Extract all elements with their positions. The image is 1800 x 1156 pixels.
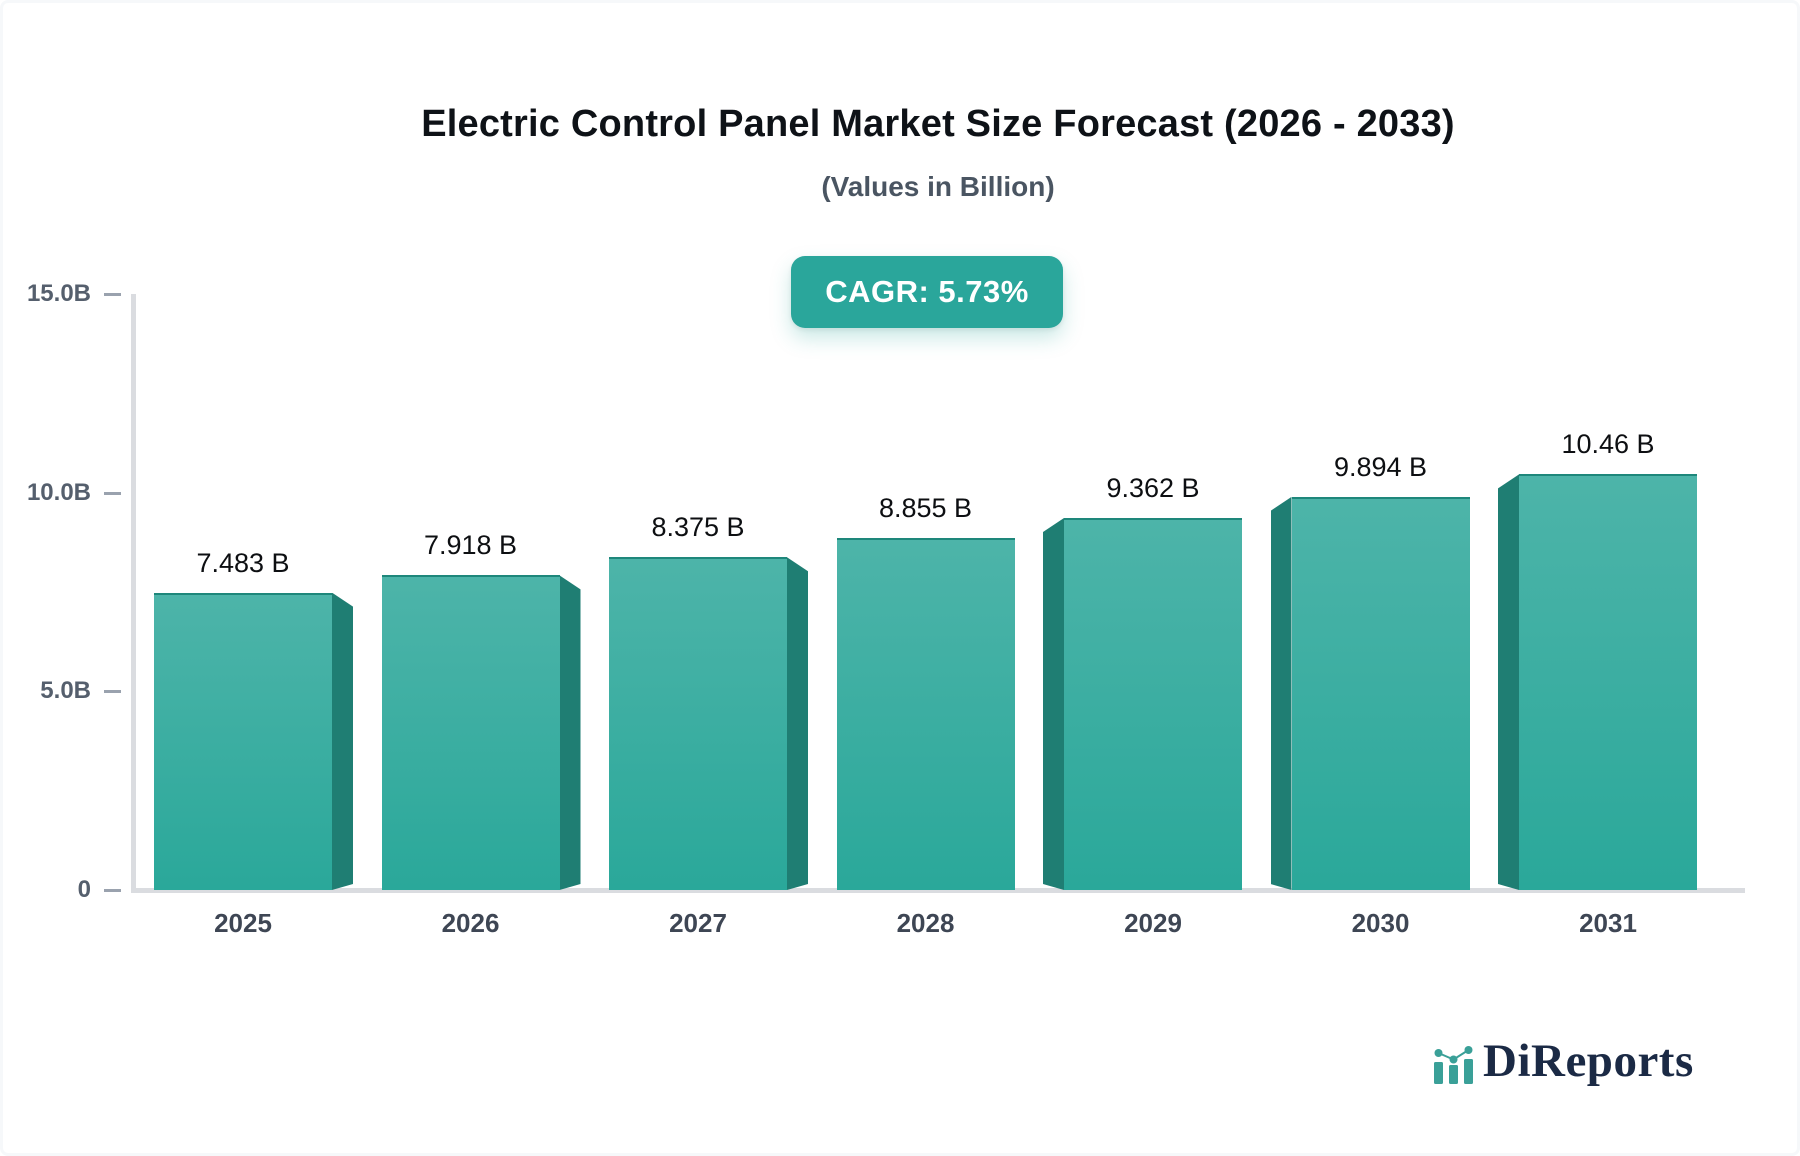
logo-text: DiReports <box>1483 1035 1694 1087</box>
x-axis-label-2029: 2029 <box>1124 908 1182 938</box>
y-tick-mark <box>104 293 121 296</box>
bar-side-face-2027 <box>787 557 808 890</box>
direports-logo: DiReports <box>1431 1035 1694 1087</box>
bar-2025 <box>154 592 332 890</box>
bar-side-face-2025 <box>332 593 353 890</box>
x-axis-label-2030: 2030 <box>1351 908 1410 938</box>
x-axis-label-2031: 2031 <box>1579 908 1637 938</box>
y-tick-label: 0 <box>77 876 91 903</box>
bar-value-label: 9.362 B <box>1106 473 1200 504</box>
cagr-badge: CAGR: 5.73% <box>791 256 1063 328</box>
x-axis-label-2026: 2026 <box>441 908 500 938</box>
y-tick-label: 10.0B <box>26 478 91 506</box>
bar-value-label: 9.894 B <box>1333 451 1428 482</box>
bar-2028 <box>836 538 1015 890</box>
bar-side-face-2029 <box>1043 518 1064 890</box>
y-tick-mark <box>104 491 121 495</box>
bar-2029 <box>1064 518 1242 890</box>
plot-area: 0 5.0B 10.0B 15.0B 7.483 B 2025 7.918 B 2026 8.3… <box>3 3 1797 1153</box>
chart-title: Electric Control Panel Market Size Forec… <box>421 103 1455 145</box>
y-axis-line <box>131 294 136 890</box>
bar-side-face-2026 <box>560 575 581 890</box>
y-tick-label: 5.0B <box>40 677 91 705</box>
y-tick-label: 15.0B <box>26 280 91 307</box>
bar-value-label: 7.918 B <box>423 530 518 561</box>
bar-2031 <box>1519 474 1697 890</box>
bar-value-label: 8.855 B <box>878 493 973 524</box>
x-axis-label-2028: 2028 <box>896 908 955 938</box>
y-tick-mark <box>104 690 121 694</box>
bar-2030 <box>1291 496 1470 890</box>
y-tick-mark <box>104 889 121 892</box>
bar-value-label: 8.375 B <box>651 512 745 543</box>
bar-2027 <box>609 557 787 890</box>
bar-value-label: 10.46 B <box>1561 429 1655 460</box>
bar-side-face-2031 <box>1498 474 1519 890</box>
bar-side-face-2030 <box>1271 497 1292 890</box>
mini-bar-chart-icon <box>1434 1046 1473 1084</box>
x-axis-baseline <box>131 888 1745 893</box>
x-axis-label-2025: 2025 <box>214 908 272 938</box>
x-axis-label-2027: 2027 <box>669 908 727 938</box>
chart-subtitle: (Values in Billion) <box>821 171 1055 202</box>
cagr-label: CAGR: 5.73% <box>825 274 1029 309</box>
bar-2026 <box>381 575 560 890</box>
bar-value-label: 7.483 B <box>196 547 290 578</box>
